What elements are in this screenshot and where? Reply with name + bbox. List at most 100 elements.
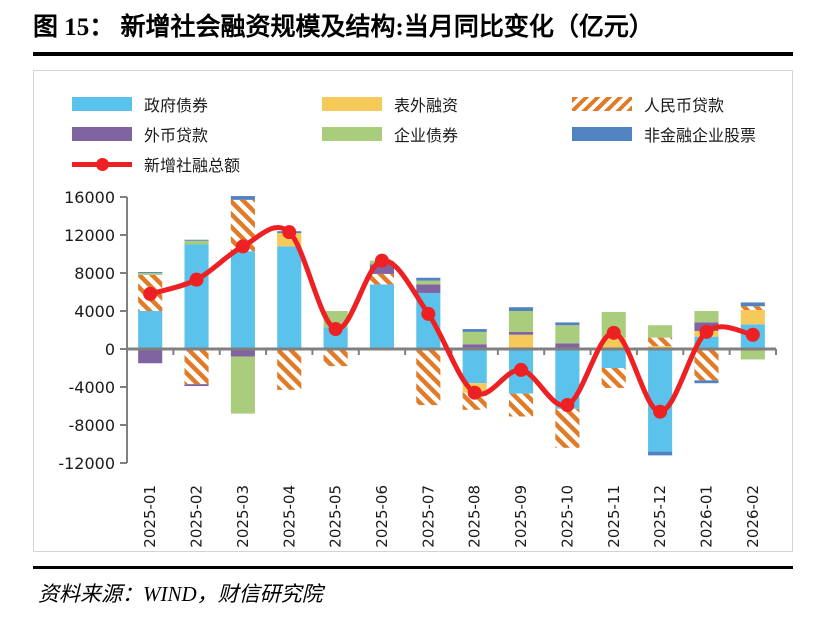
bar-segment-gov_bond	[277, 246, 302, 349]
bar-group	[230, 196, 255, 414]
y-axis-tick-label: 4000	[74, 302, 115, 321]
legend-label: 新增社融总额	[144, 156, 241, 175]
bar-segment-equity	[740, 302, 765, 307]
legend-swatch-icon	[322, 127, 382, 141]
legend-line-marker-icon	[72, 157, 132, 171]
bar-segment-fx_loan	[230, 349, 255, 357]
bar-segment-fx_loan	[416, 284, 441, 293]
bar-segment-equity	[230, 196, 255, 200]
source-note: 资料来源：WIND，财信研究院	[38, 582, 323, 606]
legend-swatch-icon	[72, 127, 132, 141]
legend-label: 表外融资	[394, 96, 459, 115]
bar-segment-gov_bond	[462, 349, 487, 384]
legend-item-total-line[interactable]: 新增社融总额	[72, 152, 322, 176]
bar-group	[184, 239, 209, 387]
title-divider	[33, 52, 793, 56]
x-axis-tick-label: 2025-06	[373, 485, 391, 548]
bar-segment-rmb_loan	[648, 337, 673, 347]
bar-segment-gov_bond	[369, 284, 395, 349]
legend-label: 人民币贷款	[644, 96, 725, 115]
legend-item-gov-bond[interactable]: 政府债券	[72, 92, 322, 116]
bar-segment-corp_bond	[508, 311, 534, 332]
line-marker	[699, 324, 714, 339]
y-axis-tick-label: 12000	[64, 226, 115, 245]
bar-segment-corp_bond	[555, 325, 580, 344]
bar-segment-corp_bond	[230, 356, 255, 414]
bar-segment-off_balance	[508, 334, 534, 349]
bar-segment-gov_bond	[230, 251, 255, 349]
bar-segment-rmb_loan	[601, 368, 626, 388]
line-marker	[328, 322, 343, 337]
line-marker	[374, 253, 389, 268]
legend-label: 政府债券	[144, 96, 209, 115]
x-axis-tick-label: 2025-08	[466, 485, 484, 548]
x-axis-tick-label: 2025-02	[188, 485, 206, 548]
bar-segment-rmb_loan	[416, 349, 441, 406]
x-axis-tick-label: 2026-02	[744, 485, 762, 548]
footer-divider	[33, 566, 793, 569]
bar-segment-gov_bond	[648, 349, 673, 452]
bar-segment-corp_bond	[462, 331, 487, 345]
bar-segment-rmb_loan	[694, 349, 719, 381]
bar-segment-equity	[508, 307, 534, 311]
bar-segment-corp_bond	[648, 325, 673, 338]
legend-item-off-balance[interactable]: 表外融资	[322, 92, 572, 116]
bar-group	[277, 231, 302, 390]
bar-segment-fx_loan	[138, 349, 163, 364]
legend-item-corp-bond[interactable]: 企业债券	[322, 122, 572, 146]
bar-segment-corp_bond	[740, 349, 765, 360]
x-axis-tick-label: 2025-09	[512, 485, 530, 548]
legend-item-equity[interactable]: 非金融企业股票	[572, 122, 787, 146]
bar-group	[462, 329, 487, 410]
bar-segment-corp_bond	[184, 240, 209, 245]
bar-segment-corp_bond	[416, 280, 441, 285]
x-axis-tick-label: 2025-05	[327, 485, 345, 548]
bar-segment-off_balance	[601, 337, 626, 349]
x-axis-tick-label: 2025-01	[141, 485, 159, 548]
bar-segment-fx_loan	[555, 343, 580, 349]
line-marker	[514, 362, 529, 377]
x-axis-tick-label: 2025-12	[651, 485, 669, 548]
chart-legend: 政府债券 表外融资 人民币贷款 外币贷款 企业债券	[72, 89, 787, 179]
bar-group	[601, 311, 626, 388]
legend-swatch-icon	[72, 97, 132, 111]
legend-swatch-icon	[572, 97, 632, 111]
bar-segment-rmb_loan	[323, 349, 348, 367]
bar-segment-equity	[184, 239, 209, 241]
legend-item-fx-loan[interactable]: 外币贷款	[72, 122, 322, 146]
y-axis-tick-label: -8000	[69, 416, 116, 435]
bar-segment-fx_loan	[369, 264, 395, 274]
line-marker	[745, 327, 760, 342]
chart-frame: 政府债券 表外融资 人民币贷款 外币贷款 企业债券	[33, 70, 793, 552]
bar-group	[369, 260, 395, 349]
bar-group	[555, 322, 580, 448]
bar-segment-corp_bond	[694, 311, 719, 323]
bar-segment-equity	[694, 380, 719, 384]
legend-label: 外币贷款	[144, 126, 209, 145]
y-axis-tick-label: 8000	[74, 264, 115, 283]
bar-segment-corp_bond	[138, 273, 163, 275]
bar-segment-equity	[462, 329, 487, 332]
page-title: 图 15： 新增社会融资规模及结构:当月同比变化（亿元）	[33, 14, 654, 41]
bar-segment-gov_bond	[184, 244, 209, 349]
bar-segment-fx_loan	[508, 331, 534, 335]
y-axis-tick-label: 16000	[64, 188, 115, 207]
bar-segment-rmb_loan	[508, 393, 534, 417]
line-marker	[421, 306, 436, 321]
bar-segment-fx_loan	[184, 384, 209, 387]
figure-title-block: 图 15： 新增社会融资规模及结构:当月同比变化（亿元）	[33, 8, 793, 48]
bar-group	[648, 325, 673, 456]
y-axis-labels: -12000 -8000 -4000 0 4000 8000 12000 16000	[58, 188, 115, 473]
bar-segment-rmb_loan	[277, 349, 302, 390]
legend-row-1: 政府债券 表外融资 人民币贷款	[72, 89, 787, 119]
bar-segment-rmb_loan	[740, 306, 765, 311]
line-marker	[653, 404, 668, 419]
bar-segment-equity	[648, 451, 673, 456]
legend-item-rmb-loan[interactable]: 人民币贷款	[572, 92, 787, 116]
x-axis-tick-label: 2025-04	[280, 485, 298, 548]
bar-group	[138, 272, 163, 364]
bars-layer	[138, 196, 765, 456]
y-axis-tick-label: -12000	[58, 454, 115, 473]
line-marker	[560, 398, 575, 413]
